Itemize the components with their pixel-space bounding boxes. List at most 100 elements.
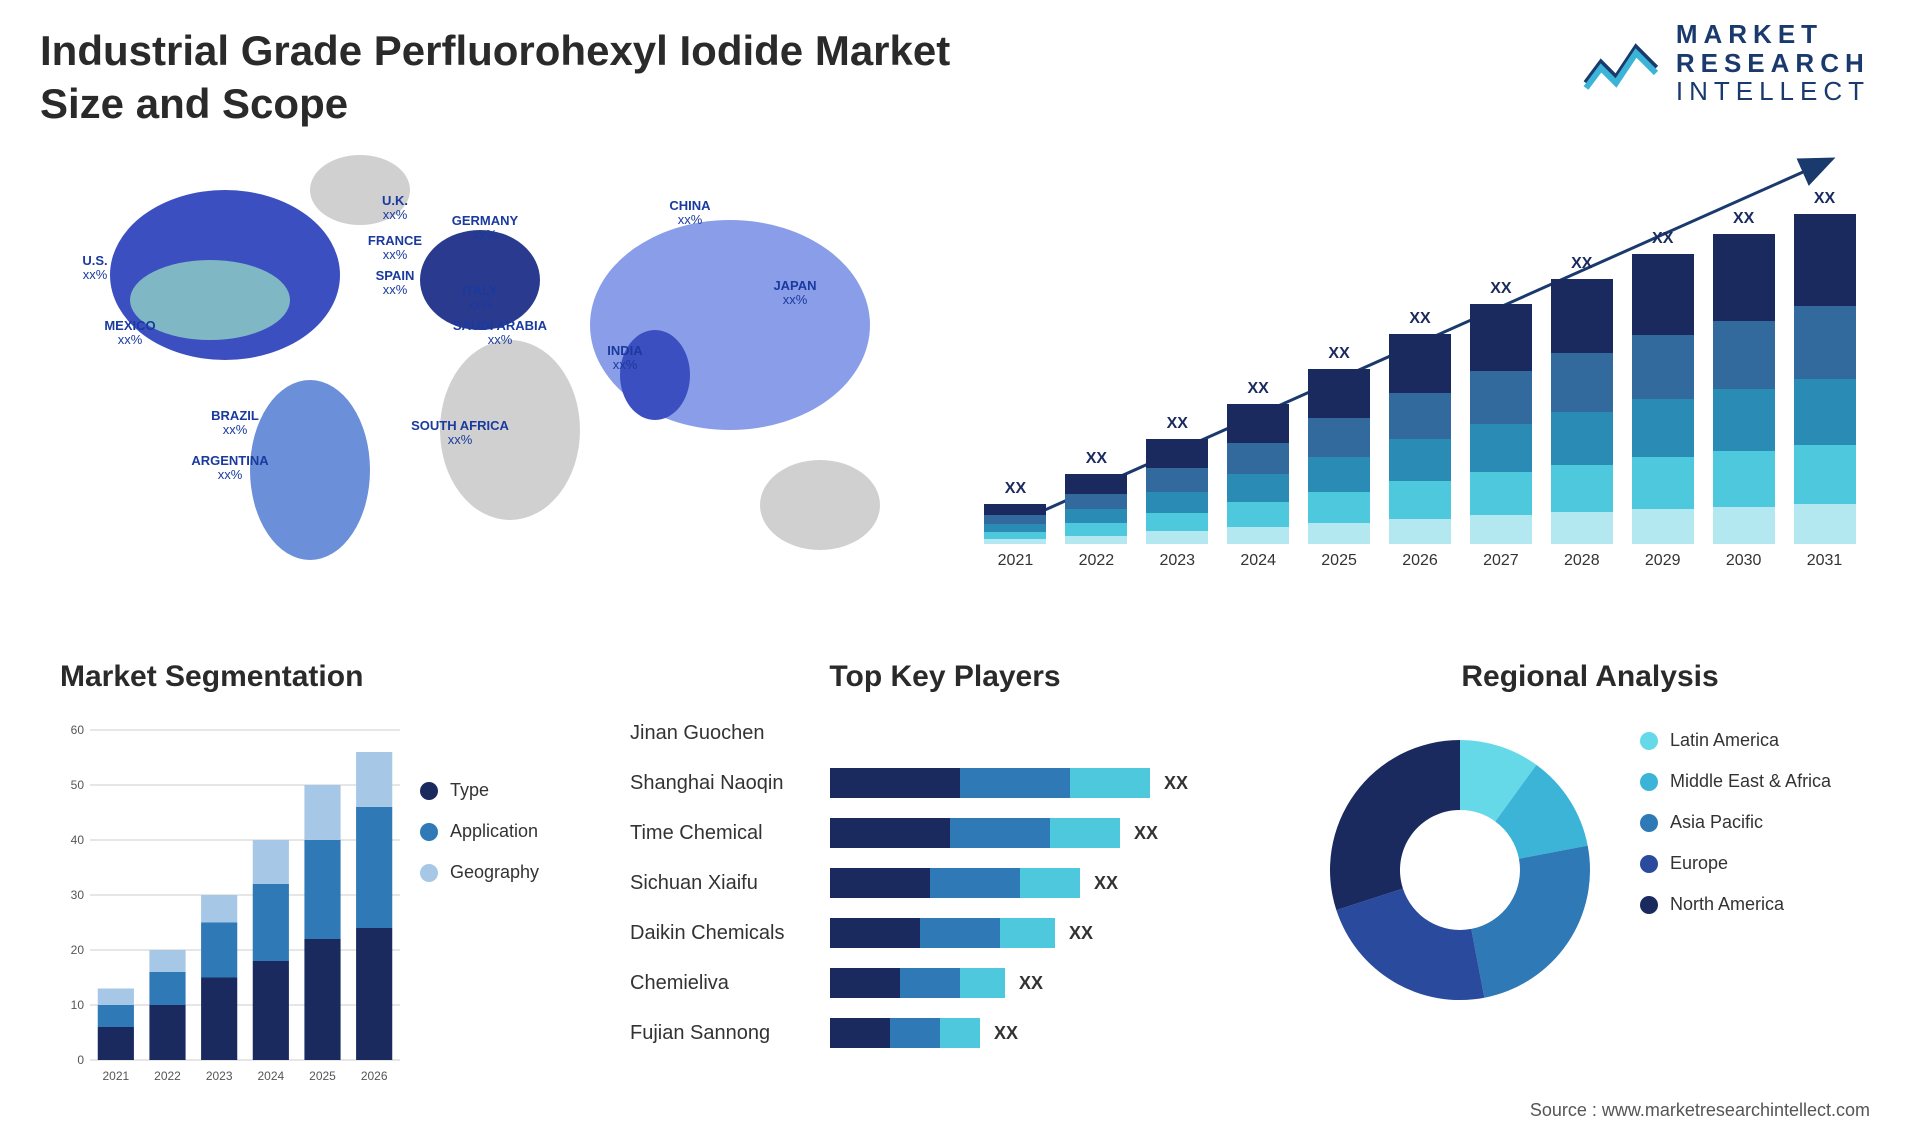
- bar-segment: [1308, 492, 1370, 524]
- map-country-label: BRAZILxx%: [211, 408, 259, 437]
- svg-text:50: 50: [71, 778, 85, 792]
- seg-bar-segment: [149, 972, 185, 1005]
- bar-segment: [1713, 389, 1775, 451]
- bar-value-label: XX: [1167, 415, 1188, 433]
- legend-label: Middle East & Africa: [1670, 771, 1831, 792]
- growth-bar-column: XX 2030: [1708, 210, 1779, 570]
- bar-stack: [1713, 234, 1775, 544]
- bar-segment: [984, 539, 1046, 544]
- svg-text:2025: 2025: [309, 1069, 336, 1083]
- legend-label: Geography: [450, 862, 539, 883]
- bar-year-label: 2022: [1079, 552, 1115, 570]
- legend-dot-icon: [420, 823, 438, 841]
- bar-segment: [1065, 509, 1127, 523]
- bar-segment: [1146, 439, 1208, 468]
- segmentation-panel: Market Segmentation 01020304050602021202…: [60, 660, 590, 694]
- bar-segment: [1389, 481, 1451, 519]
- legend-dot-icon: [1640, 855, 1658, 873]
- donut-slice: [1330, 740, 1460, 910]
- seg-bar-segment: [356, 928, 392, 1060]
- legend-label: Europe: [1670, 853, 1728, 874]
- bar-segment: [1308, 369, 1370, 418]
- seg-bar-segment: [98, 1027, 134, 1060]
- bar-segment: [1632, 335, 1694, 399]
- segmentation-title: Market Segmentation: [60, 660, 590, 694]
- seg-bar-segment: [304, 785, 340, 840]
- bar-segment: [1713, 234, 1775, 321]
- legend-dot-icon: [1640, 732, 1658, 750]
- player-bar-segment: [900, 968, 960, 998]
- player-bar-segment: [830, 968, 900, 998]
- player-row: ChemielivaXX: [630, 964, 1260, 1002]
- player-name: Time Chemical: [630, 822, 830, 845]
- player-bar-segment: [930, 868, 1020, 898]
- player-bar-segment: [950, 818, 1050, 848]
- svg-text:2023: 2023: [206, 1069, 233, 1083]
- bar-value-label: XX: [1733, 210, 1754, 228]
- map-region: [760, 460, 880, 550]
- legend-label: Latin America: [1670, 730, 1779, 751]
- map-region: [250, 380, 370, 560]
- bar-segment: [1470, 304, 1532, 371]
- bar-segment: [1794, 445, 1856, 504]
- bar-stack: [1470, 304, 1532, 544]
- seg-bar-segment: [253, 840, 289, 884]
- player-name: Chemieliva: [630, 972, 830, 995]
- legend-label: Type: [450, 780, 489, 801]
- player-bar-segment: [960, 968, 1005, 998]
- seg-bar-segment: [201, 923, 237, 978]
- player-value-label: XX: [1164, 773, 1188, 794]
- player-value-label: XX: [1069, 923, 1093, 944]
- donut-slice: [1336, 889, 1484, 1000]
- bar-segment: [1794, 379, 1856, 445]
- bar-segment: [1227, 502, 1289, 527]
- legend-item: Latin America: [1640, 730, 1831, 751]
- growth-bar-column: XX 2023: [1142, 415, 1213, 570]
- bar-stack: [1389, 334, 1451, 544]
- bar-segment: [1146, 492, 1208, 513]
- legend-dot-icon: [420, 864, 438, 882]
- svg-text:60: 60: [71, 723, 85, 737]
- bar-year-label: 2030: [1726, 552, 1762, 570]
- legend-dot-icon: [1640, 773, 1658, 791]
- player-bar-segment: [830, 868, 930, 898]
- bar-segment: [1389, 439, 1451, 481]
- legend-label: Asia Pacific: [1670, 812, 1763, 833]
- bar-year-label: 2023: [1159, 552, 1195, 570]
- player-row: Sichuan XiaifuXX: [630, 864, 1260, 902]
- bar-segment: [1794, 504, 1856, 544]
- bar-value-label: XX: [1571, 255, 1592, 273]
- player-row: Time ChemicalXX: [630, 814, 1260, 852]
- bar-segment: [1389, 393, 1451, 439]
- svg-text:0: 0: [77, 1053, 84, 1067]
- bar-year-label: 2024: [1240, 552, 1276, 570]
- bar-segment: [1227, 404, 1289, 443]
- seg-bar-segment: [304, 939, 340, 1060]
- bar-segment: [1227, 474, 1289, 502]
- legend-item: North America: [1640, 894, 1831, 915]
- source-attribution: Source : www.marketresearchintellect.com: [1530, 1100, 1870, 1121]
- bar-year-label: 2026: [1402, 552, 1438, 570]
- bar-stack: [984, 504, 1046, 544]
- bar-value-label: XX: [1328, 345, 1349, 363]
- growth-bar-column: XX2022: [1061, 450, 1132, 570]
- bar-stack: [1632, 254, 1694, 544]
- bar-stack: [1227, 404, 1289, 544]
- svg-text:30: 30: [71, 888, 85, 902]
- growth-bar-column: XX2028: [1546, 255, 1617, 570]
- growth-bar-column: XX2025: [1304, 345, 1375, 570]
- bar-segment: [1308, 457, 1370, 492]
- bar-stack: [1065, 474, 1127, 544]
- legend-item: Europe: [1640, 853, 1831, 874]
- legend-item: Middle East & Africa: [1640, 771, 1831, 792]
- seg-bar-segment: [253, 961, 289, 1060]
- seg-bar-segment: [98, 1005, 134, 1027]
- bar-segment: [1146, 468, 1208, 491]
- bar-segment: [1146, 531, 1208, 544]
- player-bar-segment: [830, 918, 920, 948]
- map-country-label: CANADAxx%: [112, 150, 169, 152]
- bar-value-label: XX: [1409, 310, 1430, 328]
- players-title: Top Key Players: [630, 660, 1260, 694]
- bar-segment: [1632, 509, 1694, 544]
- map-country-label: FRANCExx%: [368, 233, 422, 262]
